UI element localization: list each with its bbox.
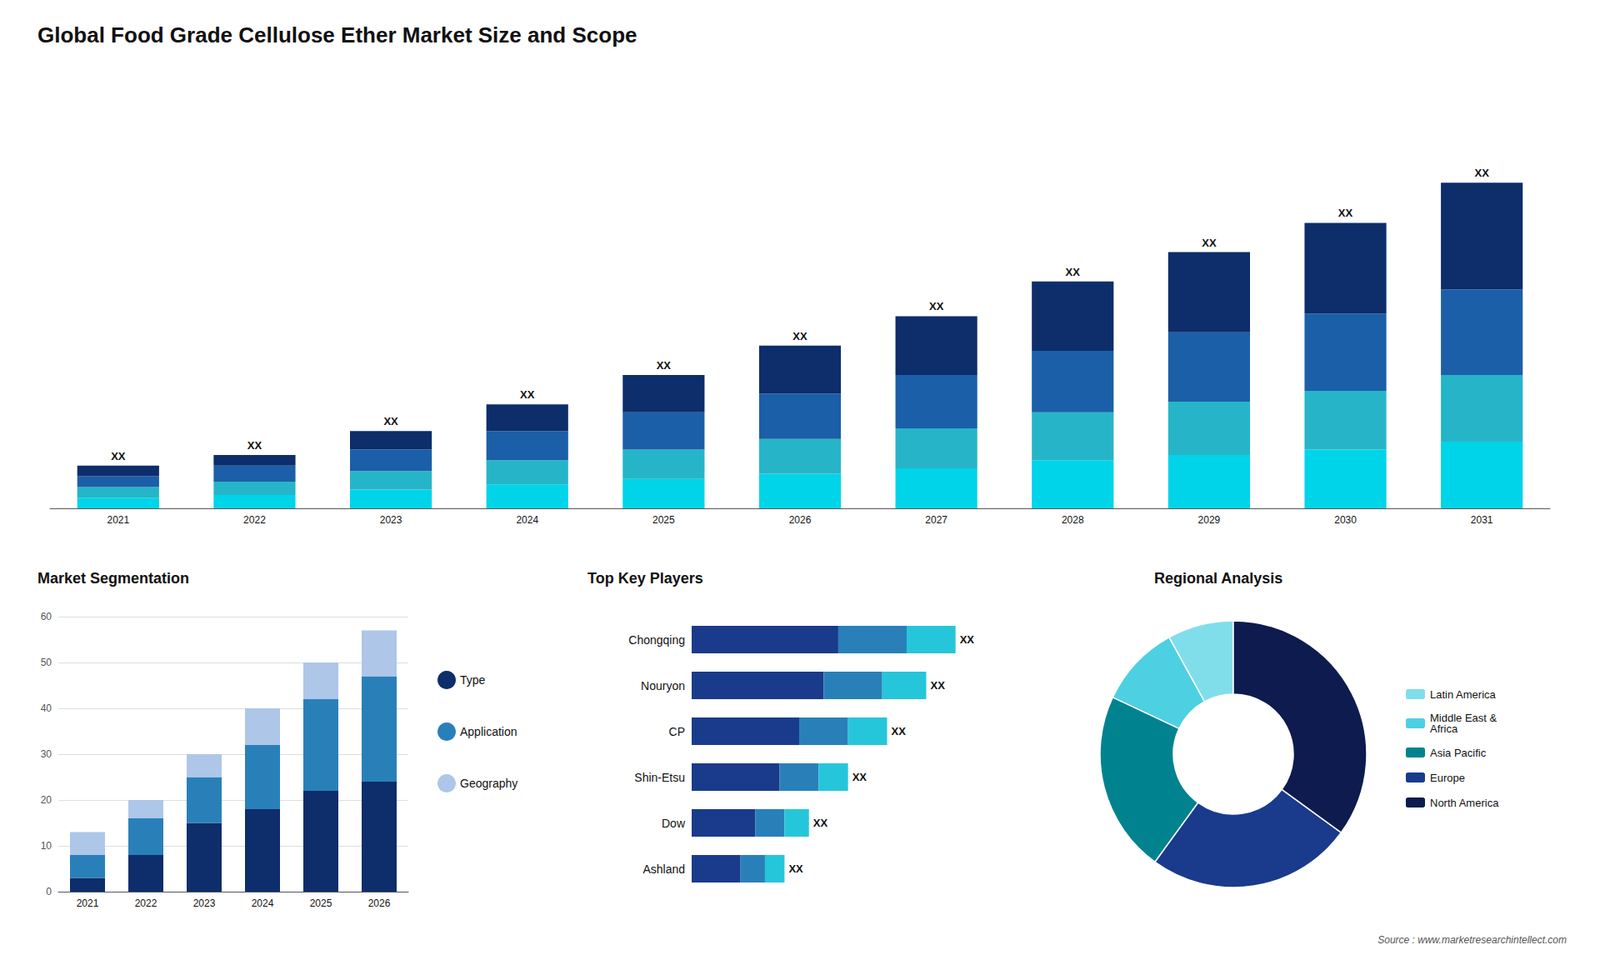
svg-text:XX: XX (110, 450, 126, 463)
svg-text:10: 10 (40, 840, 53, 852)
svg-text:Application: Application (460, 725, 518, 739)
svg-text:2021: 2021 (106, 514, 130, 526)
svg-text:Source : www.marketresearchint: Source : www.marketresearchintellect.com (1377, 934, 1567, 946)
svg-text:2023: 2023 (193, 897, 216, 910)
svg-text:Africa: Africa (1430, 722, 1459, 735)
svg-text:XX: XX (813, 816, 829, 830)
svg-text:CP: CP (669, 725, 685, 739)
svg-text:2023: 2023 (380, 514, 403, 526)
svg-text:Latin America: Latin America (1430, 688, 1497, 701)
svg-text:2029: 2029 (1198, 514, 1221, 526)
svg-text:2028: 2028 (1061, 514, 1085, 526)
svg-text:40: 40 (40, 702, 53, 715)
svg-text:Regional Analysis: Regional Analysis (1154, 570, 1283, 587)
svg-text:XX: XX (383, 415, 399, 428)
svg-text:XX: XX (1201, 236, 1217, 250)
svg-text:2027: 2027 (925, 514, 948, 526)
svg-text:XX: XX (247, 439, 263, 452)
svg-text:2026: 2026 (368, 897, 391, 910)
svg-text:XX: XX (788, 862, 804, 875)
svg-text:2022: 2022 (243, 514, 266, 526)
svg-text:2030: 2030 (1334, 514, 1357, 526)
svg-text:XX: XX (1475, 166, 1490, 180)
svg-text:XX: XX (1338, 206, 1354, 220)
svg-text:2026: 2026 (789, 514, 812, 526)
svg-text:XX: XX (930, 679, 945, 692)
svg-text:Chongqing: Chongqing (628, 633, 685, 647)
svg-text:Geography: Geography (460, 776, 518, 790)
svg-text:XX: XX (891, 725, 907, 738)
svg-text:Type: Type (460, 673, 486, 687)
svg-text:2025: 2025 (310, 897, 333, 910)
svg-text:XX: XX (960, 633, 975, 646)
svg-text:Market Segmentation: Market Segmentation (37, 570, 190, 587)
svg-text:2031: 2031 (1470, 514, 1494, 526)
svg-text:Europe: Europe (1430, 771, 1465, 785)
svg-text:30: 30 (40, 748, 53, 760)
svg-text:Dow: Dow (661, 816, 686, 830)
svg-text:2022: 2022 (135, 897, 158, 910)
svg-text:20: 20 (40, 794, 53, 806)
svg-text:2024: 2024 (515, 514, 539, 526)
svg-text:Global Food Grade Cellulose Et: Global Food Grade Cellulose Ether Market… (37, 22, 638, 48)
svg-text:XX: XX (929, 300, 945, 313)
svg-text:60: 60 (40, 610, 53, 623)
svg-text:2021: 2021 (76, 897, 100, 910)
svg-text:Shin-Etsu: Shin-Etsu (634, 770, 685, 785)
svg-text:North America: North America (1430, 796, 1500, 810)
svg-text:50: 50 (40, 656, 53, 669)
svg-text:Asia Pacific: Asia Pacific (1430, 746, 1487, 760)
svg-text:2025: 2025 (652, 514, 675, 526)
svg-text:2024: 2024 (251, 897, 275, 910)
svg-text:0: 0 (45, 885, 52, 898)
svg-text:Top Key Players: Top Key Players (587, 570, 704, 587)
svg-text:XX: XX (792, 330, 808, 343)
svg-text:XX: XX (656, 359, 672, 372)
svg-text:XX: XX (1065, 265, 1081, 279)
svg-text:Nouryon: Nouryon (640, 679, 685, 693)
svg-text:Ashland: Ashland (642, 862, 685, 876)
svg-text:Middle East &: Middle East & (1430, 711, 1497, 725)
svg-text:XX: XX (520, 388, 535, 401)
svg-text:XX: XX (852, 770, 868, 784)
